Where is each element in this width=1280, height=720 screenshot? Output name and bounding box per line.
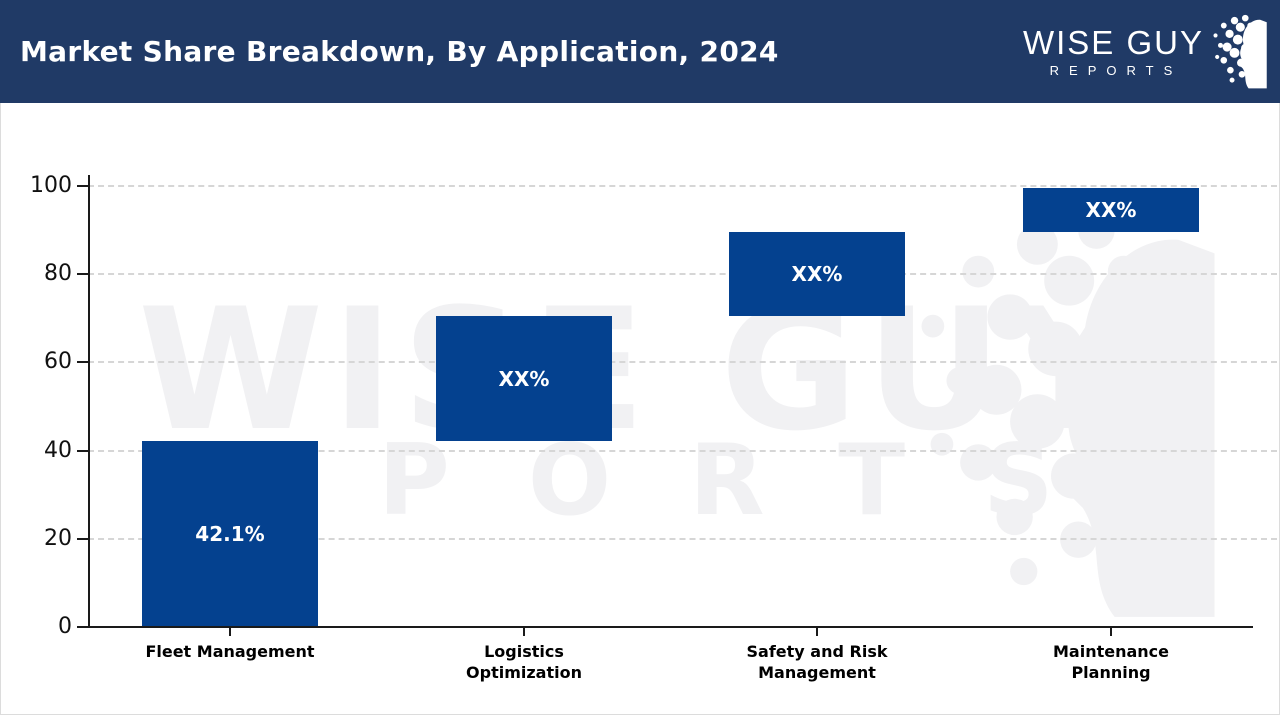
logo-wordmark: WISE GUY bbox=[1022, 24, 1204, 61]
x-tick-mark bbox=[229, 628, 231, 636]
gridline-60 bbox=[88, 361, 1277, 364]
y-tick-label: 60 bbox=[44, 349, 72, 375]
y-tick-mark bbox=[77, 449, 88, 452]
logo-subtext: REPORTS bbox=[1049, 63, 1183, 78]
x-tick-mark bbox=[816, 628, 818, 636]
y-tick-label: 80 bbox=[44, 261, 72, 287]
bar-maintenance-planning bbox=[1023, 187, 1199, 232]
y-tick-mark bbox=[77, 185, 88, 187]
y-tick-label: 20 bbox=[44, 525, 72, 551]
bar-value-label: 42.1% bbox=[195, 522, 265, 547]
x-tick-label-line: Maintenance bbox=[1052, 642, 1169, 661]
gridline-100 bbox=[88, 185, 1277, 187]
y-tick-mark bbox=[77, 361, 88, 364]
brand-logo-text: WISE GUY REPORTS bbox=[1023, 26, 1204, 78]
bar-value-label: XX% bbox=[791, 261, 843, 286]
x-tick-label-line: Management bbox=[758, 663, 876, 682]
gridline-80 bbox=[88, 273, 1277, 276]
y-tick-mark bbox=[77, 626, 88, 628]
bar-logistics-optimization bbox=[436, 316, 612, 442]
bar-value-label: XX% bbox=[1085, 197, 1137, 222]
x-tick-label-line: Fleet Management bbox=[145, 642, 315, 661]
x-axis-line bbox=[88, 626, 1253, 628]
y-tick-label: 40 bbox=[44, 437, 72, 463]
y-tick-label: 100 bbox=[30, 173, 72, 198]
bar-safety-and-risk-management bbox=[729, 231, 905, 317]
y-tick-mark bbox=[77, 273, 88, 276]
gridline-20 bbox=[88, 537, 1277, 540]
x-tick-mark bbox=[1110, 628, 1112, 636]
y-axis-line bbox=[88, 175, 90, 628]
x-tick-mark bbox=[523, 628, 525, 636]
y-tick-label: 0 bbox=[58, 614, 72, 639]
x-tick-label-line: Safety and Risk bbox=[746, 642, 888, 661]
x-tick-label-line: Optimization bbox=[466, 663, 582, 682]
x-tick-label-line: Planning bbox=[1071, 663, 1151, 682]
x-tick-label-logistics-optimization: Logistics Optimization bbox=[378, 641, 670, 683]
x-tick-label-fleet-management: Fleet Management bbox=[84, 641, 376, 662]
bar-fleet-management bbox=[142, 441, 318, 627]
page-title: Market Share Breakdown, By Application, … bbox=[20, 35, 779, 68]
dotted-face-profile-icon bbox=[1213, 14, 1267, 89]
bar-value-label: XX% bbox=[498, 366, 550, 391]
brand-logo: WISE GUY REPORTS bbox=[1023, 14, 1268, 90]
y-tick-mark bbox=[77, 537, 88, 540]
x-tick-label-safety-and-risk-management: Safety and Risk Management bbox=[671, 641, 963, 683]
x-tick-label-maintenance-planning: Maintenance Planning bbox=[965, 641, 1257, 683]
x-tick-label-line: Logistics bbox=[484, 642, 564, 661]
gridline-40 bbox=[88, 449, 1277, 452]
header: Market Share Breakdown, By Application, … bbox=[0, 0, 1280, 103]
